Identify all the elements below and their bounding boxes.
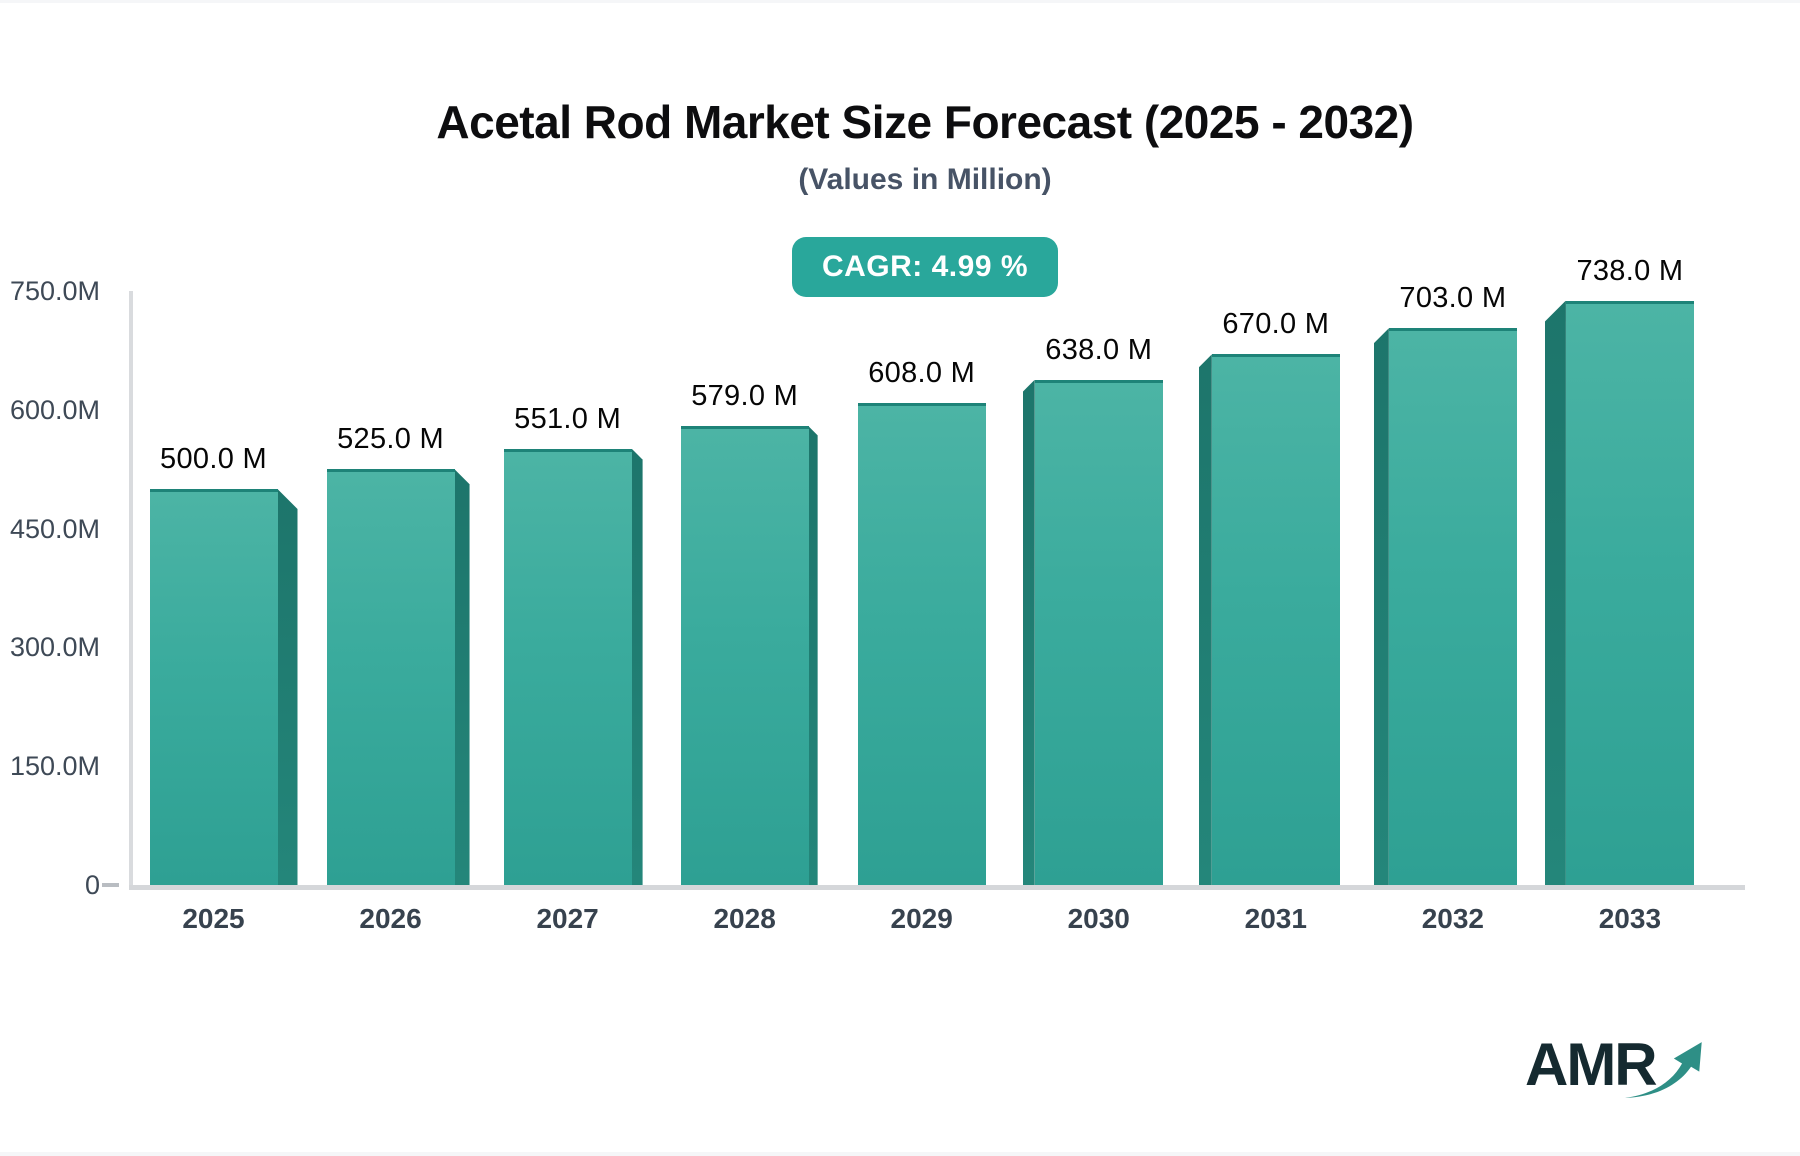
bar-2027[interactable]	[503, 448, 643, 885]
bar-face-2033	[1565, 300, 1694, 885]
amr-logo-text: AMR	[1525, 1031, 1658, 1098]
bar-face-2030	[1034, 379, 1163, 885]
amr-logo: AMR	[1525, 1033, 1705, 1108]
bar-2030[interactable]	[1022, 379, 1163, 885]
bar-2033[interactable]	[1544, 300, 1694, 885]
y-axis-tick-label: 600.0M	[9, 394, 100, 425]
x-axis-label-2033: 2033	[1598, 903, 1662, 934]
bar-value-label-2029: 608.0 M	[868, 357, 976, 390]
chart-header: Acetal Rod Market Size Forecast (2025 - …	[50, 0, 1800, 297]
bar-value-label-2032: 703.0 M	[1399, 282, 1507, 315]
bar-side-face-2028	[808, 426, 818, 885]
top-border	[0, 0, 1800, 3]
bar-value-label-2028: 579.0 M	[691, 380, 799, 413]
bottom-border	[0, 1152, 1800, 1156]
bar-face-2025	[149, 489, 278, 885]
y-axis-tick-label: 0	[84, 870, 100, 900]
bar-side-face-2032	[1373, 328, 1389, 885]
x-axis-label-2026: 2026	[359, 903, 422, 934]
x-axis-label-2032: 2032	[1421, 903, 1484, 934]
bar-2028[interactable]	[680, 426, 818, 885]
y-axis-line	[129, 291, 133, 888]
bar-face-2029	[857, 403, 986, 885]
bar-side-face-2025	[277, 489, 298, 885]
y-axis-tick-label: 750.0M	[9, 276, 100, 306]
bar-value-label-2025: 500.0 M	[160, 443, 267, 475]
bar-face-2026	[326, 469, 455, 885]
chart-title: Acetal Rod Market Size Forecast (2025 - …	[436, 96, 1414, 148]
bar-value-label-2027: 551.0 M	[514, 402, 622, 435]
bar-value-label-2030: 638.0 M	[1045, 333, 1153, 366]
bar-face-2027	[503, 448, 632, 885]
bar-side-face-2026	[454, 469, 470, 885]
x-axis-label-2031: 2031	[1244, 903, 1307, 934]
x-axis-label-2028: 2028	[713, 903, 776, 934]
bar-value-label-2026: 525.0 M	[337, 423, 444, 456]
x-axis-line	[129, 885, 1745, 890]
bar-value-label-2033: 738.0 M	[1576, 254, 1684, 287]
y-axis-tick-label: 150.0M	[9, 751, 100, 782]
x-axis-label-2027: 2027	[536, 903, 599, 934]
bar-face-2028	[680, 426, 809, 885]
bar-side-face-2027	[631, 448, 643, 885]
cagr-badge: CAGR: 4.99 %	[791, 236, 1059, 297]
bar-2025[interactable]	[149, 489, 298, 885]
bar-face-2032	[1388, 328, 1517, 885]
y-axis-tick-label: 450.0M	[9, 513, 100, 544]
bar-2032[interactable]	[1373, 328, 1517, 885]
bar-2031[interactable]	[1198, 354, 1340, 885]
bar-side-face-2031	[1198, 354, 1212, 885]
bar-2029[interactable]	[857, 403, 986, 885]
bar-value-label-2031: 670.0 M	[1222, 308, 1330, 341]
x-axis-label-2030: 2030	[1067, 903, 1130, 934]
y-axis-tick-label: 300.0M	[9, 632, 100, 663]
bar-side-face-2030	[1022, 379, 1035, 885]
chart-subtitle: (Values in Million)	[798, 162, 1052, 196]
x-axis-label-2029: 2029	[890, 903, 953, 934]
x-axis-label-2025: 2025	[182, 903, 245, 934]
bar-2026[interactable]	[326, 469, 470, 885]
growth-arrow-icon	[1624, 1042, 1702, 1098]
y-axis-zero-tick-mark	[102, 883, 119, 887]
bar-face-2031	[1211, 354, 1340, 885]
bar-side-face-2033	[1544, 300, 1566, 885]
